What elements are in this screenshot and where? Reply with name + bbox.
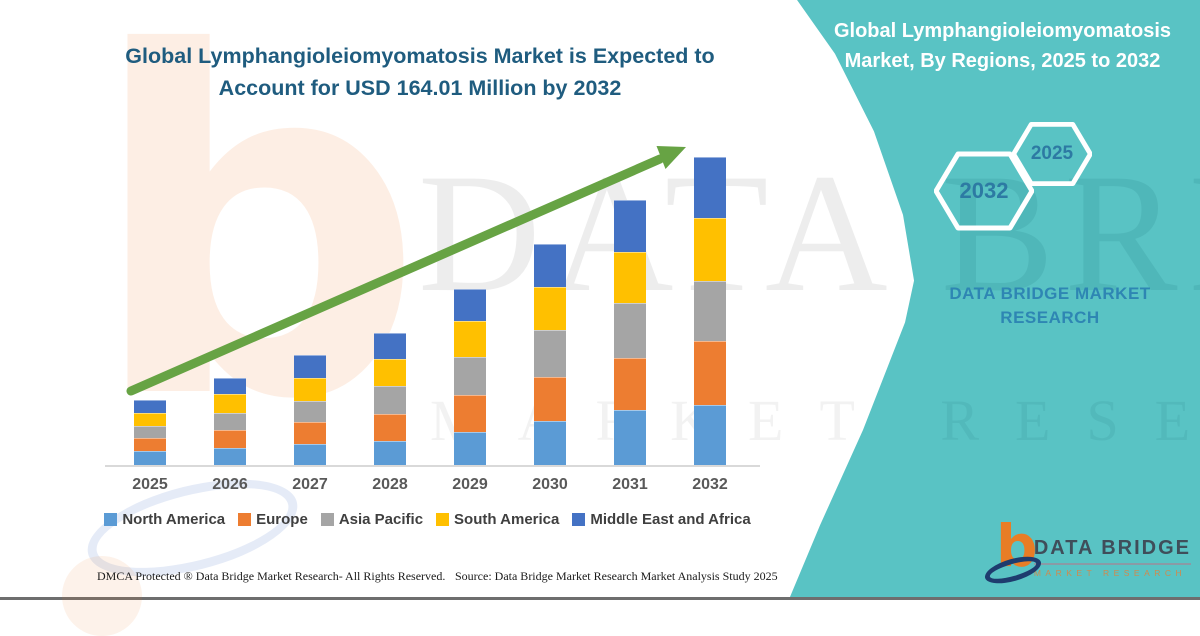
x-axis-label-2027: 2027 <box>292 476 328 493</box>
x-axis-label-2029: 2029 <box>452 476 488 493</box>
bar-segment-north-america <box>694 405 726 466</box>
bar-segment-europe <box>134 438 166 451</box>
bar-segment-middle-east-and-africa <box>374 333 406 359</box>
bar-segment-south-america <box>294 378 326 401</box>
bar-2029 <box>430 153 510 466</box>
bar-segment-north-america <box>534 421 566 466</box>
x-axis-label-2026: 2026 <box>212 476 248 493</box>
bar-segment-europe <box>374 414 406 441</box>
chart-legend: North America Europe Asia Pacific South Ame… <box>95 511 760 528</box>
bar-segment-europe <box>454 395 486 432</box>
bar-segment-south-america <box>694 218 726 281</box>
legend-item: South America <box>436 511 559 528</box>
x-axis-label-2025: 2025 <box>132 476 168 493</box>
x-axis-label-2032: 2032 <box>692 476 728 493</box>
bar-segment-asia-pacific <box>134 426 166 438</box>
bar-segment-middle-east-and-africa <box>534 244 566 287</box>
bar-segment-europe <box>534 377 566 421</box>
legend-swatch-icon <box>238 513 252 526</box>
legend-label: South America <box>454 511 560 528</box>
x-axis-labels: 2025 2026 2027 2028 2029 2030 2031 2032 <box>110 476 750 494</box>
panel-title: Global Lymphangioleiomyomatosis Market, … <box>815 16 1190 76</box>
bar-segment-asia-pacific <box>454 357 486 395</box>
bar-segment-asia-pacific <box>614 303 646 358</box>
bar-segment-south-america <box>614 252 646 303</box>
hexagon-year-label: 2025 <box>1030 143 1074 164</box>
legend-item: Europe <box>238 511 308 528</box>
chart-title-line1: Global Lymphangioleiomyomatosis Market i… <box>125 44 715 68</box>
legend-swatch-icon <box>320 513 334 526</box>
x-axis-label-2028: 2028 <box>372 476 408 493</box>
bar-segment-south-america <box>214 394 246 413</box>
bar-segment-north-america <box>214 448 246 466</box>
legend-label: North America <box>122 511 226 528</box>
bar-segment-middle-east-and-africa <box>454 289 486 321</box>
bar-segment-north-america <box>134 451 166 466</box>
bar-segment-south-america <box>454 321 486 357</box>
chart-title-line2: Account for USD 164.01 Million by 2032 <box>218 76 622 101</box>
bar-segment-middle-east-and-africa <box>614 200 646 252</box>
bar-segment-south-america <box>374 359 406 386</box>
bar-segment-europe <box>614 358 646 410</box>
hexagon-badge-2032: 2032 <box>934 150 1034 232</box>
legend-swatch-icon <box>104 513 118 526</box>
legend-label: Europe <box>256 511 308 528</box>
bar-segment-north-america <box>614 410 646 466</box>
bar-2027 <box>270 153 350 466</box>
bar-segment-middle-east-and-africa <box>214 378 246 394</box>
source-note: Source: Data Bridge Market Research Mark… <box>455 569 778 583</box>
bar-segment-north-america <box>294 444 326 466</box>
bar-segment-middle-east-and-africa <box>134 400 166 413</box>
legend-item: Asia Pacific <box>320 511 424 528</box>
bar-segment-asia-pacific <box>374 386 406 414</box>
bar-segment-europe <box>694 341 726 405</box>
bar-segment-asia-pacific <box>694 281 726 341</box>
hexagon-icon <box>1012 122 1092 186</box>
legend-label: Asia Pacific <box>338 511 424 528</box>
hexagon-badge-2025: 2025 <box>1012 121 1092 187</box>
bar-segment-south-america <box>534 287 566 330</box>
panel-title-line2: Market, By Regions, 2025 to 2032 <box>844 50 1161 72</box>
legend-item: Middle East and Africa <box>572 511 751 528</box>
bar-2028 <box>350 153 430 466</box>
stacked-bar-chart <box>110 153 750 466</box>
logo-b-glyph: b <box>996 512 1038 580</box>
bar-2025 <box>110 153 190 466</box>
x-axis-label-2030: 2030 <box>532 476 568 493</box>
bar-segment-middle-east-and-africa <box>294 355 326 378</box>
databridge-logo-icon: b <box>982 517 1044 589</box>
bar-segment-asia-pacific <box>534 330 566 377</box>
bar-segment-north-america <box>454 432 486 466</box>
x-axis-label-2031: 2031 <box>612 476 648 493</box>
x-axis-line <box>105 465 760 467</box>
bar-segment-europe <box>214 430 246 448</box>
hexagon-year-label: 2032 <box>959 178 1009 203</box>
bar-segment-middle-east-and-africa <box>694 157 726 218</box>
bar-2030 <box>510 153 590 466</box>
bar-segment-asia-pacific <box>214 413 246 430</box>
databridge-logo: b DATA BRIDGE MARKET RESEARCH <box>982 517 1191 593</box>
legend-swatch-icon <box>436 513 450 526</box>
dmca-notice: DMCA Protected ® Data Bridge Market Rese… <box>97 569 446 583</box>
panel-title-line1: Global Lymphangioleiomyomatosis <box>833 20 1172 42</box>
bar-segment-south-america <box>134 413 166 426</box>
chart-title: Global Lymphangioleiomyomatosis Market i… <box>100 40 740 105</box>
bar-segment-north-america <box>374 441 406 466</box>
bar-segment-europe <box>294 422 326 444</box>
logo-title: DATA BRIDGE <box>1033 537 1191 565</box>
bar-2031 <box>590 153 670 466</box>
chart-section: Global Lymphangioleiomyomatosis Market i… <box>95 40 778 583</box>
bar-2032 <box>670 153 750 466</box>
legend-swatch-icon <box>572 513 586 526</box>
logo-subtitle: MARKET RESEARCH <box>1033 567 1187 578</box>
hexagon-icon <box>934 151 1034 231</box>
brand-text: DATA BRIDGE MARKET RESEARCH <box>949 284 1151 327</box>
bar-segment-asia-pacific <box>294 401 326 422</box>
bar-2026 <box>190 153 270 466</box>
legend-item: North America <box>104 511 225 528</box>
legend-label: Middle East and Africa <box>590 511 751 528</box>
